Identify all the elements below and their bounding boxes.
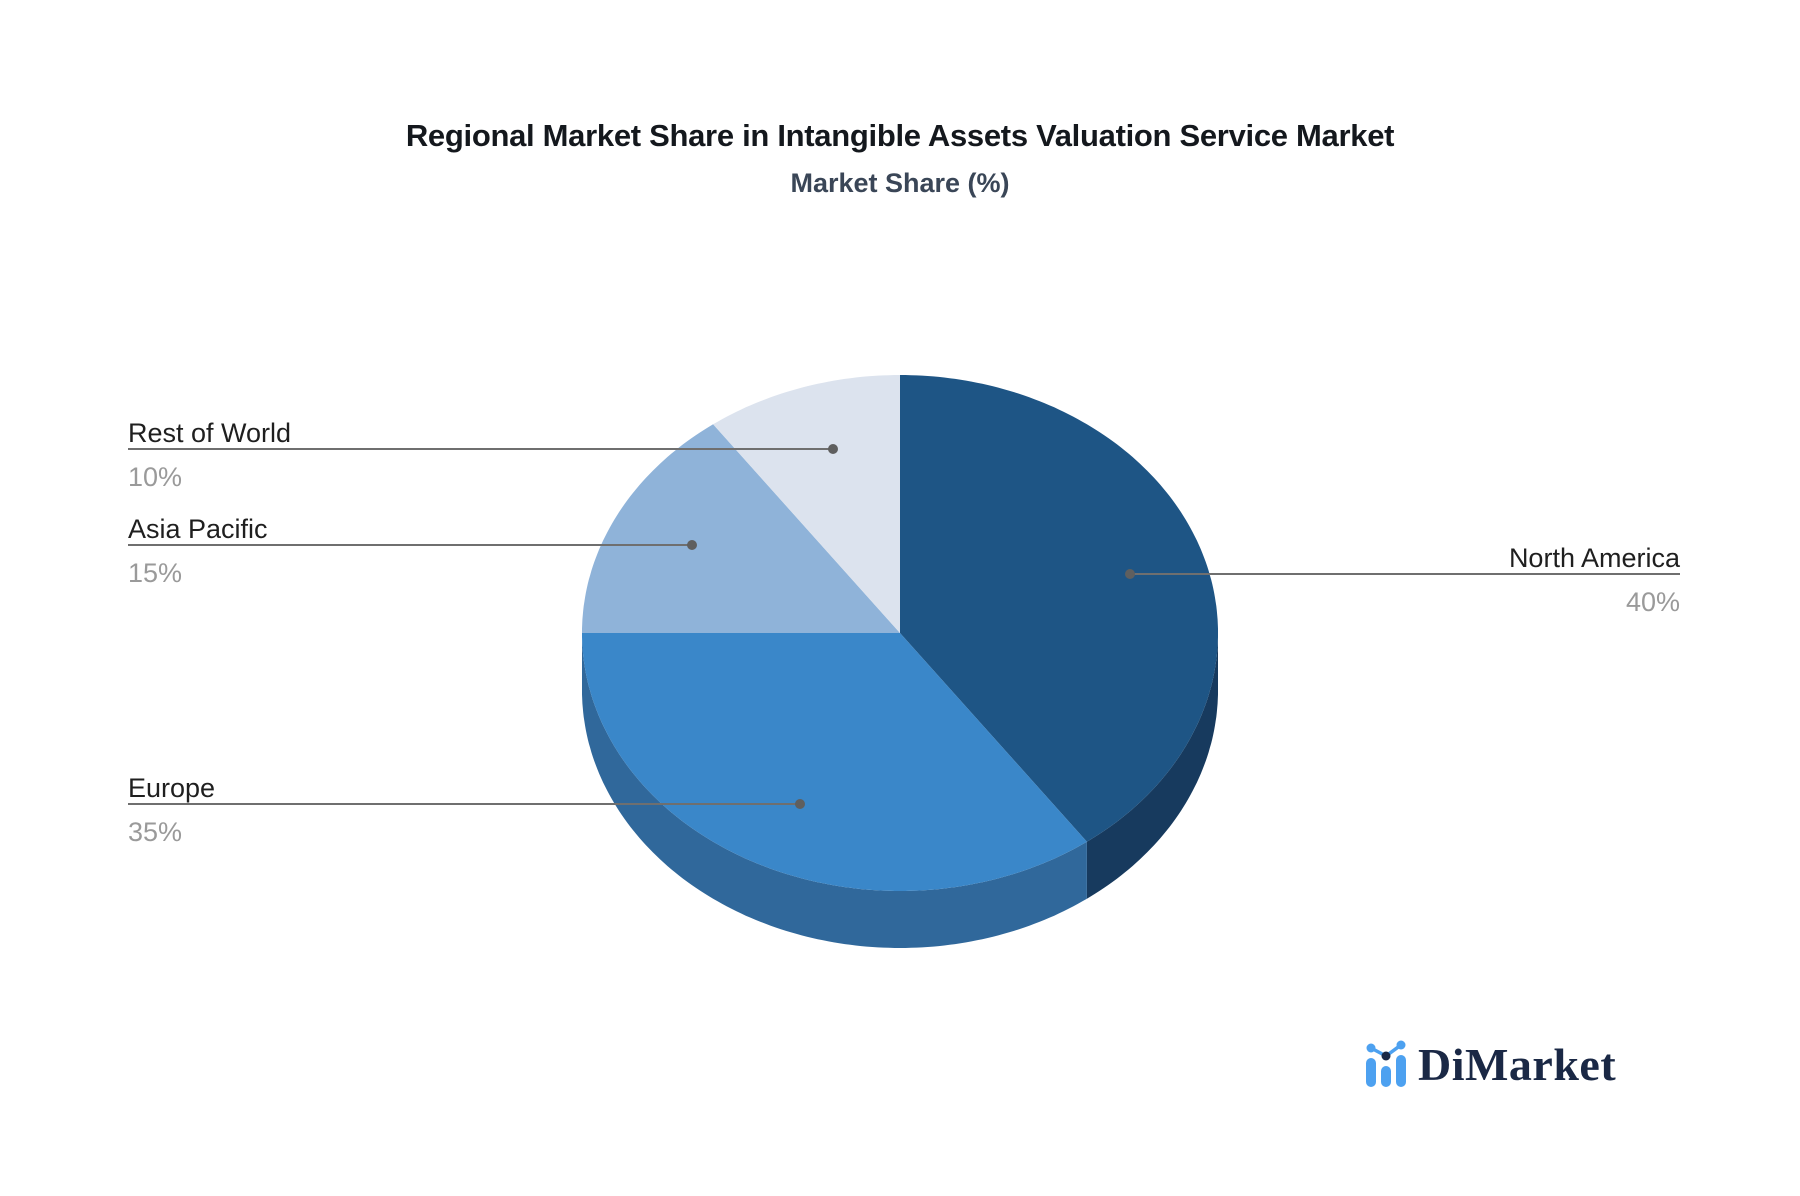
slice-label: Asia Pacific	[128, 514, 268, 544]
label-block-asia-pacific: Asia Pacific 15%	[128, 516, 688, 587]
pie-slice-europe	[582, 633, 1087, 891]
slice-label: North America	[1508, 543, 1680, 573]
slice-percent: 35%	[128, 817, 183, 847]
pie-slice-asia-pacific	[582, 424, 900, 633]
chart-subtitle: Market Share (%)	[790, 168, 1010, 198]
dimarket-logo: DiMarket	[1363, 1036, 1616, 1092]
label-block-north-america: North America 40%	[1120, 545, 1680, 616]
leader-dot-asia-pacific	[687, 540, 697, 550]
chart-title: Regional Market Share in Intangible Asse…	[405, 118, 1395, 153]
slice-percent: 40%	[1625, 587, 1680, 617]
slice-percent: 15%	[128, 558, 183, 588]
leader-dot-north-america	[1125, 569, 1135, 579]
pie-slice-side-europe	[582, 633, 1087, 948]
label-block-europe: Europe 35%	[128, 775, 688, 846]
bar-chart-logo-icon	[1366, 1040, 1406, 1087]
slice-label: Europe	[128, 773, 216, 803]
pie-slice-rest-of-world	[713, 375, 900, 633]
leader-dot-europe	[795, 799, 805, 809]
pie-slice-side-north-america	[1086, 633, 1218, 899]
leader-dot-rest-of-world	[828, 444, 838, 454]
logo-text: DiMarket	[1418, 1038, 1617, 1090]
pie-slice-north-america	[900, 375, 1218, 842]
label-block-rest-of-world: Rest of World 10%	[128, 420, 688, 491]
slice-percent: 10%	[128, 462, 183, 492]
slice-label: Rest of World	[128, 418, 292, 448]
